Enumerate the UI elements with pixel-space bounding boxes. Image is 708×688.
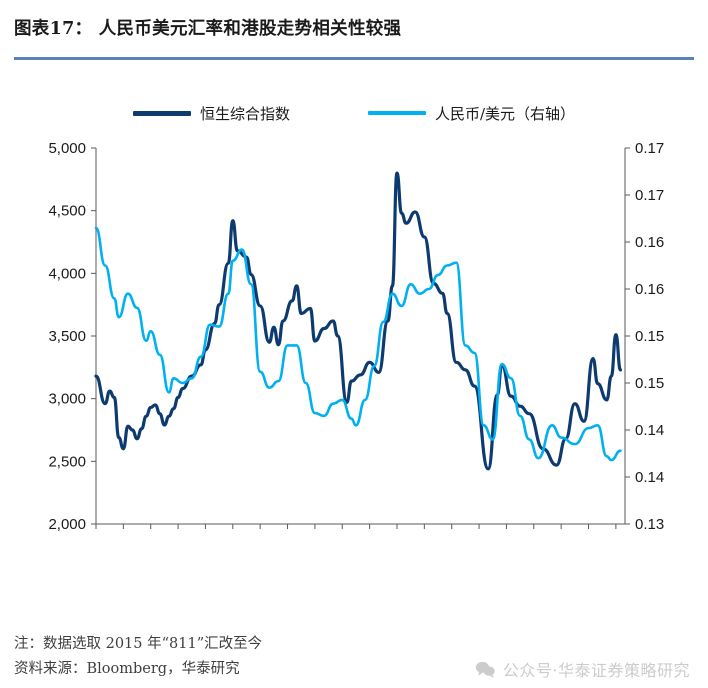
line-swatch-icon bbox=[132, 110, 191, 116]
legend-label-hsci: 恒生综合指数 bbox=[199, 104, 290, 123]
footnote-source: 资料来源：Bloomberg，华泰研究 bbox=[14, 661, 240, 677]
svg-text:3,500: 3,500 bbox=[48, 328, 86, 345]
chart-legend: 恒生综合指数 人民币/美元（右轴） bbox=[0, 98, 708, 128]
line-chart-svg: 2,000 2,500 3,000 3,500 4,000 4,500 5,000 0.13 0… bbox=[48, 140, 664, 533]
chart-plot-area: 2,000 2,500 3,000 3,500 4,000 4,500 5,000 0.13 0… bbox=[0, 136, 708, 536]
svg-text:0.14: 0.14 bbox=[635, 422, 664, 439]
svg-text:0.17: 0.17 bbox=[635, 187, 664, 204]
svg-text:0.16: 0.16 bbox=[635, 234, 664, 251]
figure-title-row: 图表17： 人民币美元汇率和港股走势相关性较强 bbox=[14, 10, 694, 44]
page-title: 图表17： 人民币美元汇率和港股走势相关性较强 bbox=[14, 18, 402, 39]
svg-text:0.16: 0.16 bbox=[635, 281, 664, 298]
svg-text:2,000: 2,000 bbox=[48, 516, 86, 533]
svg-text:5,000: 5,000 bbox=[48, 140, 86, 157]
svg-text:4,000: 4,000 bbox=[48, 265, 86, 282]
wechat-icon bbox=[475, 661, 495, 678]
svg-text:0.15: 0.15 bbox=[635, 328, 664, 345]
footnote-note: 注：数据选取 2015 年“811”汇改至今 bbox=[14, 636, 263, 652]
svg-text:2,500: 2,500 bbox=[48, 453, 86, 470]
watermark: 公众号·华泰证券策略研究 bbox=[475, 657, 690, 681]
svg-text:0.13: 0.13 bbox=[635, 516, 664, 533]
svg-text:0.17: 0.17 bbox=[635, 140, 664, 157]
legend-label-cnyusd: 人民币/美元（右轴） bbox=[434, 104, 576, 123]
line-swatch-icon bbox=[367, 111, 426, 115]
header-divider bbox=[14, 57, 694, 60]
chart-footnotes: 注：数据选取 2015 年“811”汇改至今 资料来源：Bloomberg，华泰… bbox=[14, 632, 434, 682]
svg-text:0.15: 0.15 bbox=[635, 375, 664, 392]
svg-text:3,000: 3,000 bbox=[48, 391, 86, 408]
svg-text:4,500: 4,500 bbox=[48, 203, 86, 220]
legend-item-hsci: 恒生综合指数 bbox=[132, 103, 290, 124]
svg-text:0.14: 0.14 bbox=[635, 469, 664, 486]
watermark-text: 公众号·华泰证券策略研究 bbox=[502, 661, 690, 680]
legend-item-cnyusd: 人民币/美元（右轴） bbox=[367, 103, 576, 124]
